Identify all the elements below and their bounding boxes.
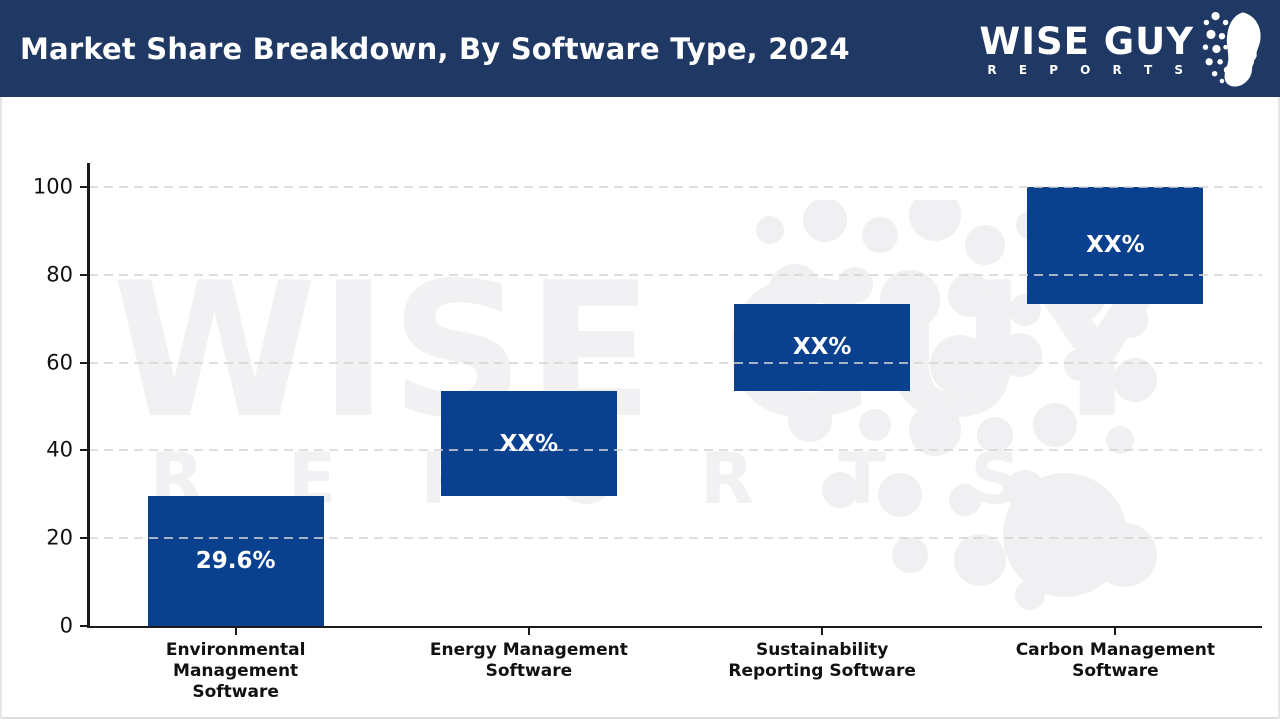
bar-value-label: 29.6% xyxy=(195,548,276,575)
category-label: Carbon Management Software xyxy=(1015,640,1216,681)
gridline-40 xyxy=(89,449,1262,452)
y-axis-label: 100 xyxy=(32,174,73,199)
y-axis-label: 20 xyxy=(46,525,73,550)
y-axis-label: 80 xyxy=(46,262,73,287)
waterfall-bar-3 xyxy=(1027,187,1204,304)
y-tick-mark xyxy=(80,273,89,276)
watermark-dots-face-icon xyxy=(756,200,1157,610)
frame-right-edge xyxy=(1278,97,1280,719)
bar-value-label: XX% xyxy=(792,334,852,361)
gridline-20 xyxy=(89,537,1262,540)
waterfall-bar-1 xyxy=(440,391,617,497)
x-tick-mark xyxy=(821,627,824,635)
wiseguy-logo: WISE GUY R E P O R T S xyxy=(979,8,1264,90)
gridline-60 xyxy=(89,361,1262,364)
y-axis-label: 60 xyxy=(46,350,73,375)
category-label: Environmental Management Software xyxy=(165,640,306,702)
category-label: Energy Management Software xyxy=(429,640,628,681)
gridline-100 xyxy=(89,186,1262,188)
y-tick-mark xyxy=(80,537,89,540)
x-tick-mark xyxy=(1114,627,1117,635)
x-tick-mark xyxy=(234,627,237,635)
waterfall-bar-0 xyxy=(147,496,324,626)
y-tick-mark xyxy=(80,361,89,364)
bar-value-label: XX% xyxy=(499,430,559,457)
chart-title: Market Share Breakdown, By Software Type… xyxy=(20,31,850,66)
x-axis-spine xyxy=(87,625,1262,628)
category-label: Sustainability Reporting Software xyxy=(728,640,916,681)
logo-face-icon xyxy=(1202,11,1261,87)
bar-value-label: XX% xyxy=(1086,232,1145,259)
y-tick-mark xyxy=(80,625,89,627)
logo-wordmark: WISE GUY xyxy=(979,19,1194,63)
y-tick-mark xyxy=(80,186,89,188)
frame-left-edge xyxy=(0,97,2,719)
logo-subtitle: R E P O R T S xyxy=(987,62,1192,77)
waterfall-bar-2 xyxy=(734,303,911,392)
frame-bottom-edge xyxy=(0,717,1280,719)
y-axis-spine xyxy=(87,163,90,628)
y-axis-label: 40 xyxy=(46,437,73,462)
x-tick-mark xyxy=(527,627,530,635)
header-bar: Market Share Breakdown, By Software Type… xyxy=(0,0,1280,97)
y-tick-mark xyxy=(80,449,89,452)
logo-text: WISE GUY R E P O R T S xyxy=(979,19,1194,77)
y-axis-label: 0 xyxy=(59,613,73,638)
gridline-80 xyxy=(89,273,1262,276)
